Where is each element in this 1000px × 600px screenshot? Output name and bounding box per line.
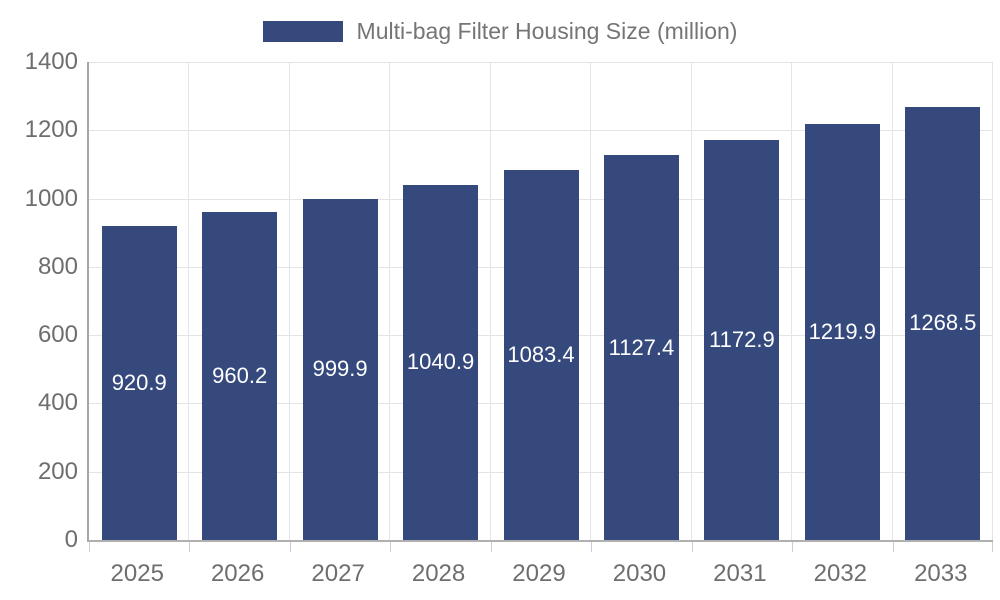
bar-2026: [202, 212, 278, 540]
y-axis-tick-label: 1000: [24, 184, 78, 212]
x-tick-mark: [992, 542, 993, 552]
bar-2025: [101, 225, 177, 540]
x-tick-mark: [89, 542, 90, 552]
y-axis-tick-label: 600: [37, 321, 78, 349]
bar-value-label: 1127.4: [608, 334, 675, 360]
legend-swatch: [262, 21, 343, 42]
bar-2029: [503, 170, 579, 540]
x-tick-mark: [691, 542, 693, 552]
x-tick-mark: [189, 542, 191, 552]
bar-value-label: 1268.5: [909, 310, 977, 336]
bar-2030: [603, 155, 679, 540]
bar-2028: [403, 184, 479, 540]
bar-2033: [905, 106, 981, 540]
bar-value-label: 960.2: [212, 363, 268, 389]
x-axis-tick-label: 2031: [713, 560, 767, 587]
x-tick-mark: [792, 542, 794, 552]
x-axis-tick-label: 2027: [311, 560, 365, 587]
x-tick-mark: [591, 542, 593, 552]
y-axis-tick-label: 800: [37, 252, 78, 280]
v-gridline: [891, 62, 893, 540]
bar-value-label: 1083.4: [507, 342, 575, 368]
x-axis-tick-label: 2029: [512, 560, 566, 587]
x-axis-tick-label: 2032: [813, 560, 868, 587]
bar-value-label: 920.9: [111, 369, 167, 395]
x-axis-tick-label: 2028: [411, 560, 466, 587]
x-tick-mark: [390, 542, 392, 552]
bar-value-label: 1172.9: [709, 326, 775, 352]
y-axis-tick-label: 1200: [24, 116, 78, 144]
y-axis-tick-label: 1400: [24, 48, 78, 75]
v-gridline: [992, 62, 993, 540]
y-axis-tick-label: 200: [37, 457, 78, 485]
chart-legend: Multi-bag Filter Housing Size (million): [0, 18, 1000, 45]
x-tick-mark: [490, 542, 492, 552]
v-gridline: [489, 62, 491, 540]
bar-value-label: 1219.9: [808, 318, 876, 344]
v-gridline: [188, 62, 190, 540]
legend-label: Multi-bag Filter Housing Size (million): [356, 18, 738, 44]
plot-area: 920.9 960.2 999.9 1040.9 1083.4 1127.4 1172.9 1…: [87, 62, 993, 552]
v-gridline: [690, 62, 692, 540]
y-axis-tick-label: 0: [64, 526, 78, 553]
bar-value-label: 1040.9: [406, 349, 475, 375]
bar-value-label: 999.9: [312, 356, 368, 382]
v-gridline: [590, 62, 592, 540]
v-gridline: [389, 62, 391, 540]
x-tick-mark: [892, 542, 894, 552]
bar-2032: [804, 123, 880, 540]
v-gridline: [791, 62, 793, 540]
y-axis-tick-label: 400: [37, 389, 78, 417]
h-gridline: [89, 130, 993, 132]
x-tick-mark: [289, 542, 291, 552]
x-axis-tick-label: 2033: [914, 560, 968, 587]
bar-2031: [704, 139, 780, 540]
x-axis-tick-label: 2026: [210, 560, 265, 587]
h-gridline: [89, 62, 993, 63]
v-gridline: [288, 62, 290, 540]
x-axis-tick-label: 2025: [110, 560, 164, 587]
x-axis-tick-label: 2030: [612, 560, 667, 587]
bar-2027: [302, 198, 378, 540]
